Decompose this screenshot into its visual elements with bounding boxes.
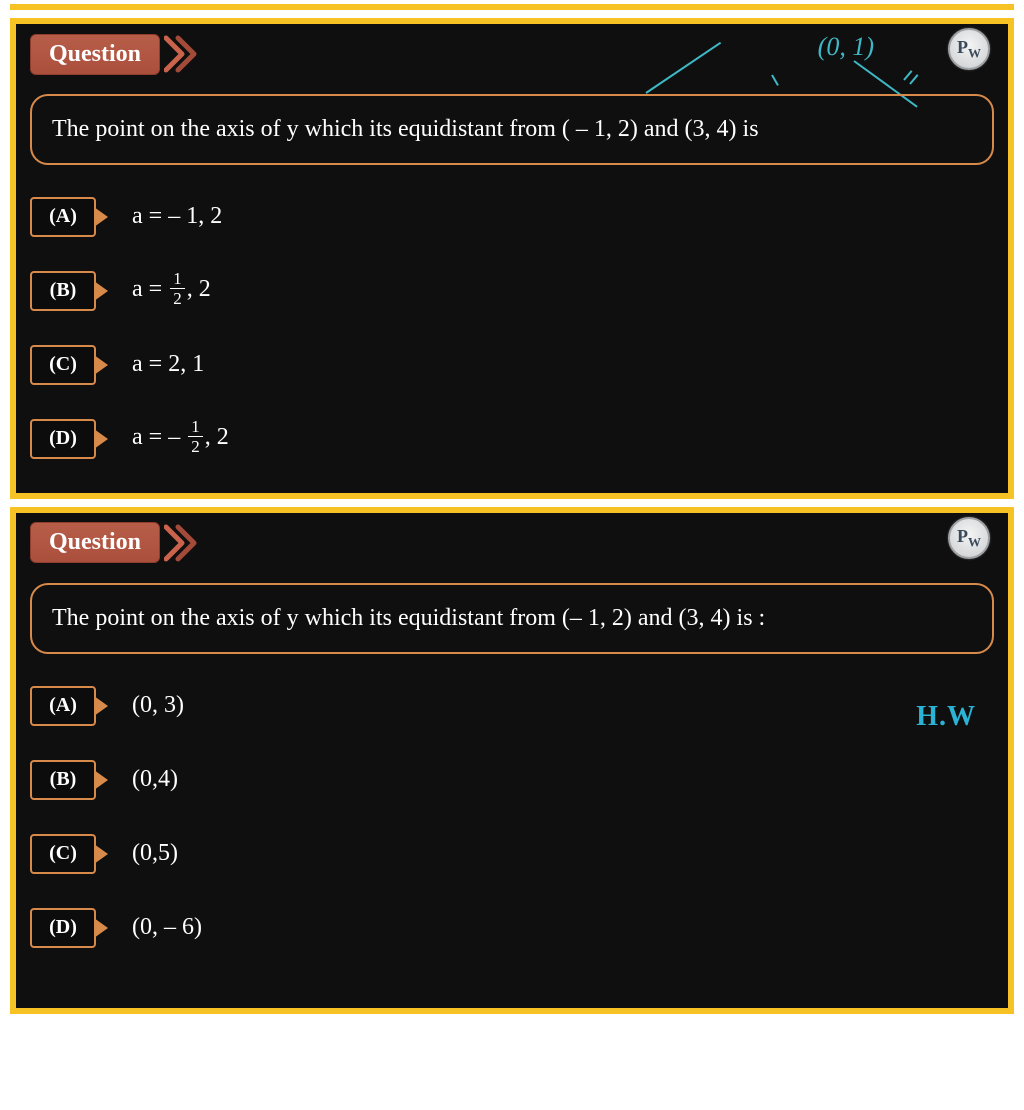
options-list-2: (A) (0, 3) (B) (0,4) (C) (0,5) (D) (0, –… [30, 686, 994, 948]
question-card-1: Question PW (0, 1) The point on the axis… [10, 18, 1014, 499]
question-badge: Question [30, 34, 204, 74]
question-box: The point on the axis of y which its equ… [30, 94, 994, 165]
gap [0, 499, 1024, 507]
option-text: (0, – 6) [132, 914, 202, 941]
option-c[interactable]: (C) (0,5) [30, 834, 994, 874]
annotation-line-left [645, 42, 721, 94]
annotation-tick-1 [771, 75, 779, 86]
option-key: (C) [30, 345, 96, 385]
option-c[interactable]: (C) a = 2, 1 [30, 345, 994, 385]
option-a[interactable]: (A) (0, 3) [30, 686, 994, 726]
pw-logo-text: PW [957, 526, 981, 550]
pw-logo-icon: PW [948, 28, 990, 70]
question-badge: Question [30, 523, 204, 563]
option-key: (B) [30, 760, 96, 800]
option-d[interactable]: (D) (0, – 6) [30, 908, 994, 948]
option-key: (B) [30, 271, 96, 311]
option-d[interactable]: (D) a = – 12, 2 [30, 419, 994, 459]
option-b[interactable]: (B) (0,4) [30, 760, 994, 800]
option-text: a = 12, 2 [132, 272, 211, 309]
question-box: The point on the axis of y which its equ… [30, 583, 994, 654]
pw-logo-text: PW [957, 37, 981, 61]
homework-label: H.W [916, 701, 976, 733]
option-text: (0, 3) [132, 692, 184, 719]
gap [0, 10, 1024, 18]
question-badge-label: Question [30, 34, 160, 75]
option-key: (D) [30, 419, 96, 459]
chevron-right-icon [164, 34, 204, 74]
option-text: (0,5) [132, 840, 178, 867]
question-badge-label: Question [30, 522, 160, 563]
options-list-1: (A) a = – 1, 2 (B) a = 12, 2 (C) a = 2, … [30, 197, 994, 459]
option-a[interactable]: (A) a = – 1, 2 [30, 197, 994, 237]
question-header: Question PW (0, 1) [30, 34, 994, 82]
option-text: a = – 1, 2 [132, 203, 222, 230]
question-text: The point on the axis of y which its equ… [52, 605, 765, 631]
question-card-2: Question PW The point on the axis of y w… [10, 507, 1014, 1014]
option-text: a = – 12, 2 [132, 420, 229, 457]
option-key: (C) [30, 834, 96, 874]
handwritten-annotation: (0, 1) [818, 32, 874, 62]
option-key: (D) [30, 908, 96, 948]
option-text: a = 2, 1 [132, 351, 204, 378]
annotation-text: (0, 1) [818, 32, 874, 61]
annotation-tick-2b [909, 74, 918, 84]
option-text: (0,4) [132, 766, 178, 793]
pw-logo-icon: PW [948, 517, 990, 559]
question-header: Question PW [30, 523, 994, 571]
option-key: (A) [30, 197, 96, 237]
question-text: The point on the axis of y which its equ… [52, 116, 759, 142]
option-key: (A) [30, 686, 96, 726]
chevron-right-icon [164, 523, 204, 563]
option-b[interactable]: (B) a = 12, 2 [30, 271, 994, 311]
